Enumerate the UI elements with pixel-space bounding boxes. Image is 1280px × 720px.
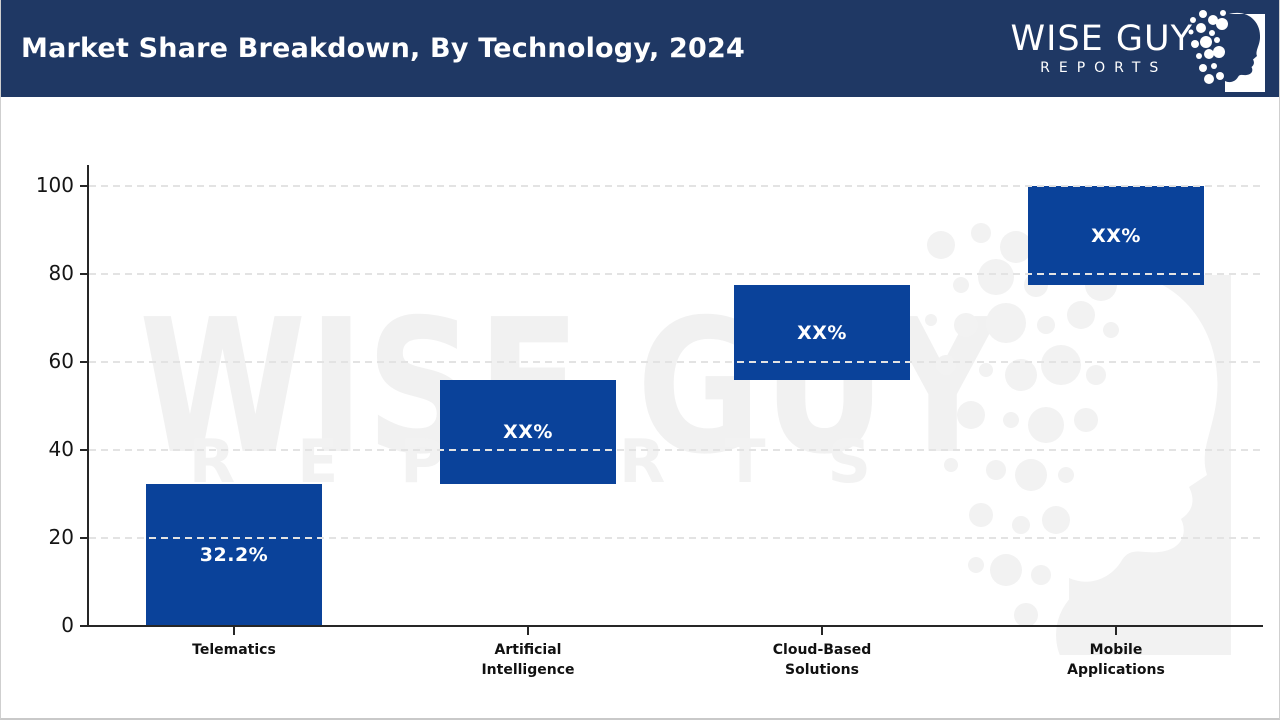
logo-wordmark: WISE GUY (1010, 18, 1193, 59)
x-category-label: Mobile Applications (1006, 640, 1226, 680)
x-axis-line (87, 625, 1263, 627)
bar-segment-4: XX% (1027, 186, 1205, 285)
y-tick-20 (80, 537, 87, 539)
y-tick-0 (80, 625, 87, 627)
y-tick-label-0: 0 (61, 613, 74, 637)
y-tick-80 (80, 273, 87, 275)
gridline-y-80 (89, 273, 1263, 275)
bar-segment-1: 32.2% (145, 484, 323, 626)
chart-title: Market Share Breakdown, By Technology, 2… (21, 33, 746, 64)
y-tick-label-80: 80 (48, 261, 74, 285)
x-category-label-line: Intelligence (481, 662, 575, 678)
gridline-y-100 (89, 185, 1263, 187)
bar-value-label: 32.2% (199, 544, 269, 567)
x-category-label: Artificial Intelligence (418, 640, 638, 680)
x-category-label-line: Artificial (494, 642, 562, 658)
y-axis-line (87, 165, 89, 627)
gridline-y-20 (89, 537, 1263, 539)
x-category-label-line: Cloud-Based (772, 642, 872, 658)
y-tick-40 (80, 449, 87, 451)
logo-face-icon (1188, 9, 1265, 92)
x-tick-1 (233, 627, 235, 635)
y-tick-label-40: 40 (48, 437, 74, 461)
y-tick-label-20: 20 (48, 525, 74, 549)
bar-segment-2: XX% (439, 380, 617, 485)
x-category-label: Telematics (124, 640, 344, 660)
y-tick-label-100: 100 (35, 173, 74, 197)
header-bar: Market Share Breakdown, By Technology, 2… (1, 0, 1279, 97)
bar-segment-3: XX% (733, 285, 911, 381)
x-category-label-line: Solutions (785, 662, 859, 678)
x-tick-3 (821, 627, 823, 635)
gridline-y-60 (89, 361, 1263, 363)
bar-value-label: XX% (503, 421, 553, 444)
x-tick-2 (527, 627, 529, 635)
bar-value-label: XX% (1091, 224, 1141, 247)
x-category-label: Cloud-Based Solutions (712, 640, 932, 680)
wise-guy-reports-logo: WISE GUY REPORTS (1010, 6, 1265, 92)
logo-tagline: REPORTS (1040, 59, 1168, 76)
x-tick-4 (1115, 627, 1117, 635)
x-category-label-line: Telematics (192, 642, 276, 658)
gridline-y-40 (89, 449, 1263, 451)
y-tick-label-60: 60 (48, 349, 74, 373)
y-tick-60 (80, 361, 87, 363)
bar-value-label: XX% (797, 321, 847, 344)
logo-text: WISE GUY REPORTS (1010, 18, 1193, 76)
x-category-label-line: Applications (1067, 662, 1165, 678)
y-tick-100 (80, 185, 87, 187)
x-category-label-line: Mobile (1089, 642, 1143, 658)
